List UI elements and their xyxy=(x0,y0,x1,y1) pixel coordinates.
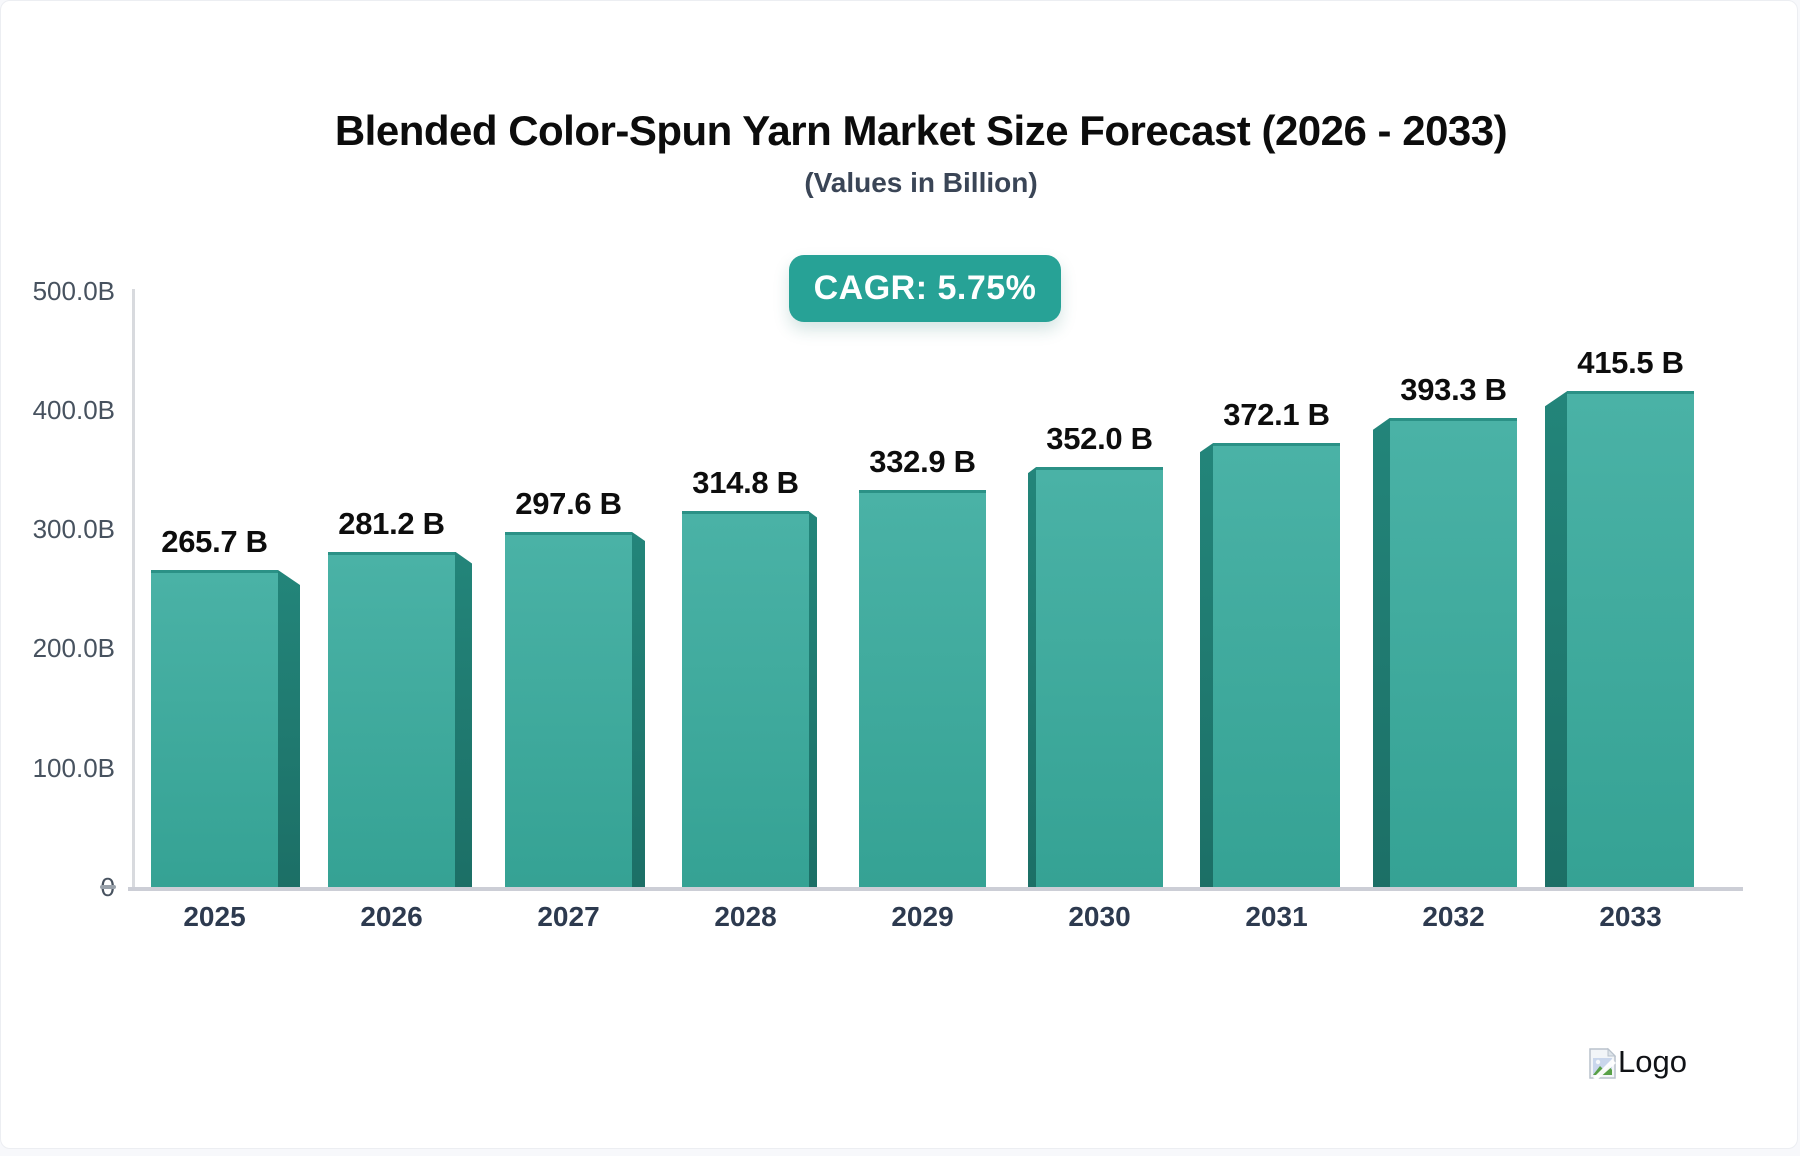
bar-value-label: 332.9 B xyxy=(869,443,976,479)
bar-side-face xyxy=(1373,417,1390,887)
bar xyxy=(505,531,632,887)
chart-subtitle: (Values in Billion) xyxy=(804,167,1038,198)
x-axis-category-label: 2032 xyxy=(1422,901,1485,932)
logo-alt-text: Logo xyxy=(1618,1043,1687,1079)
bar xyxy=(151,570,278,887)
bar xyxy=(682,511,809,887)
chart-title: Blended Color-Spun Yarn Market Size Fore… xyxy=(334,107,1508,154)
bar-value-label: 372.1 B xyxy=(1223,397,1330,433)
bar xyxy=(1390,417,1517,887)
bar-value-label: 265.7 B xyxy=(161,524,268,560)
bar-value-label: 415.5 B xyxy=(1577,345,1684,381)
bar-value-label: 297.6 B xyxy=(515,485,622,521)
bar xyxy=(859,489,986,887)
bar xyxy=(1567,391,1694,887)
bar-value-label: 352.0 B xyxy=(1046,421,1153,457)
x-axis-category-label: 2031 xyxy=(1245,901,1308,932)
broken-image-icon xyxy=(1589,1047,1616,1080)
y-tick-label: 100.0B xyxy=(32,752,115,783)
y-tick-label: 0 xyxy=(1,872,115,902)
bar-side-face xyxy=(1200,443,1213,887)
x-axis-category-label: 2027 xyxy=(537,901,600,932)
bar xyxy=(1213,443,1340,887)
zero-tick-dash xyxy=(100,885,116,889)
bar-side-face xyxy=(1028,467,1036,887)
bar xyxy=(328,551,455,887)
bar-value-label: 281.2 B xyxy=(338,505,445,541)
bar-value-label: 393.3 B xyxy=(1400,371,1507,407)
bar-side-face xyxy=(278,570,300,887)
x-axis-category-label: 2026 xyxy=(360,901,423,932)
bar-side-face xyxy=(632,531,645,887)
y-tick-label: 500.0B xyxy=(32,275,115,306)
y-axis-line xyxy=(132,289,135,887)
x-axis-line xyxy=(128,887,1743,891)
x-axis-category-label: 2030 xyxy=(1068,901,1131,932)
x-axis-category-label: 2028 xyxy=(714,901,777,932)
y-tick-label: 300.0B xyxy=(32,514,115,545)
bar-value-label: 314.8 B xyxy=(692,465,799,501)
x-axis-category-label: 2025 xyxy=(183,901,246,932)
x-axis-category-label: 2029 xyxy=(891,901,954,932)
y-tick-label: 400.0B xyxy=(32,394,115,425)
x-axis-category-label: 2033 xyxy=(1599,901,1662,932)
bar-side-face xyxy=(1545,391,1567,887)
bar xyxy=(1036,467,1163,887)
logo: Logo xyxy=(1589,1043,1687,1080)
bar-side-face xyxy=(809,511,817,887)
bar-side-face xyxy=(455,551,472,887)
y-tick-label: 200.0B xyxy=(32,633,115,664)
cagr-badge: CAGR: 5.75% xyxy=(789,255,1061,322)
